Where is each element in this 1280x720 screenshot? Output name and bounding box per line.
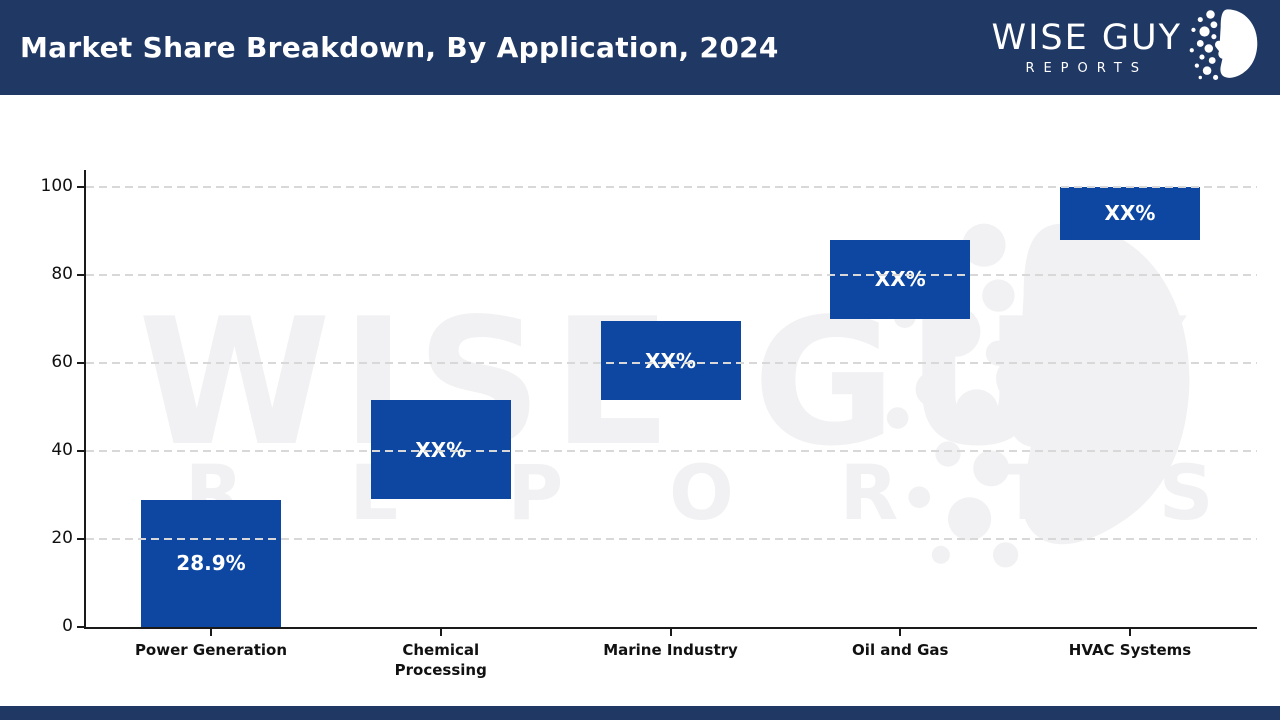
category-label-2: Marine Industry [603, 641, 738, 659]
category-label-1: Chemical Processing [394, 641, 487, 680]
wiseguy-logo: WISE GUY REPORTS [991, 6, 1280, 90]
footer-bar [0, 706, 1280, 720]
y-tick-label-40: 40 [51, 440, 73, 460]
y-tick-100 [77, 186, 85, 188]
gridline-20 [86, 538, 1257, 540]
x-tick-3 [899, 629, 902, 636]
header-bar: Market Share Breakdown, By Application, … [0, 0, 1280, 95]
x-tick-0 [210, 629, 212, 636]
y-tick-label-80: 80 [51, 264, 73, 284]
category-label-3: Oil and Gas [852, 641, 949, 659]
gridline-40 [86, 450, 1257, 452]
watermark-face-icon [840, 200, 1200, 604]
y-tick-60 [77, 362, 85, 364]
y-tick-40 [77, 450, 85, 452]
x-axis [84, 627, 1257, 629]
x-tick-2 [669, 629, 672, 636]
bar-value-label: XX% [1104, 201, 1156, 226]
plot-area: 0 20 40 60 80 100 28.9% Power Generation XX% Chem… [0, 95, 1280, 706]
y-tick-label-60: 60 [51, 352, 73, 372]
y-tick-label-100: 100 [40, 176, 73, 196]
category-label-0: Power Generation [134, 641, 288, 659]
bar-oil-and-gas: XX% [830, 239, 971, 319]
y-tick-80 [77, 274, 85, 276]
x-tick-4 [1129, 629, 1131, 636]
gridline-60 [86, 362, 1257, 364]
bar-value-label: 28.9% [176, 551, 246, 576]
logo-wordmark: WISE GUY REPORTS [991, 17, 1182, 76]
x-tick-1 [439, 629, 442, 636]
bar-power-generation: 28.9% [141, 499, 281, 627]
dotted-face-icon [1176, 6, 1262, 90]
logo-wordmark-line1: WISE GUY [991, 17, 1182, 58]
y-tick-label-0: 0 [62, 616, 73, 636]
bar-chemical-processing: XX% [370, 400, 511, 500]
y-tick-20 [77, 538, 85, 540]
bar-value-label: XX% [645, 348, 696, 373]
logo-wordmark-line2: REPORTS [1025, 60, 1149, 76]
y-tick-0 [77, 626, 85, 628]
page-title: Market Share Breakdown, By Application, … [20, 31, 779, 64]
y-tick-label-20: 20 [51, 528, 73, 548]
bar-hvac-systems: XX% [1060, 187, 1200, 240]
y-axis [84, 170, 86, 629]
category-label-4: HVAC Systems [1068, 641, 1192, 659]
gridline-80 [86, 274, 1257, 276]
bar-marine-industry: XX% [600, 321, 741, 401]
gridline-100 [86, 186, 1257, 188]
bar-value-label: XX% [415, 437, 467, 462]
bar-value-label: XX% [874, 267, 926, 292]
